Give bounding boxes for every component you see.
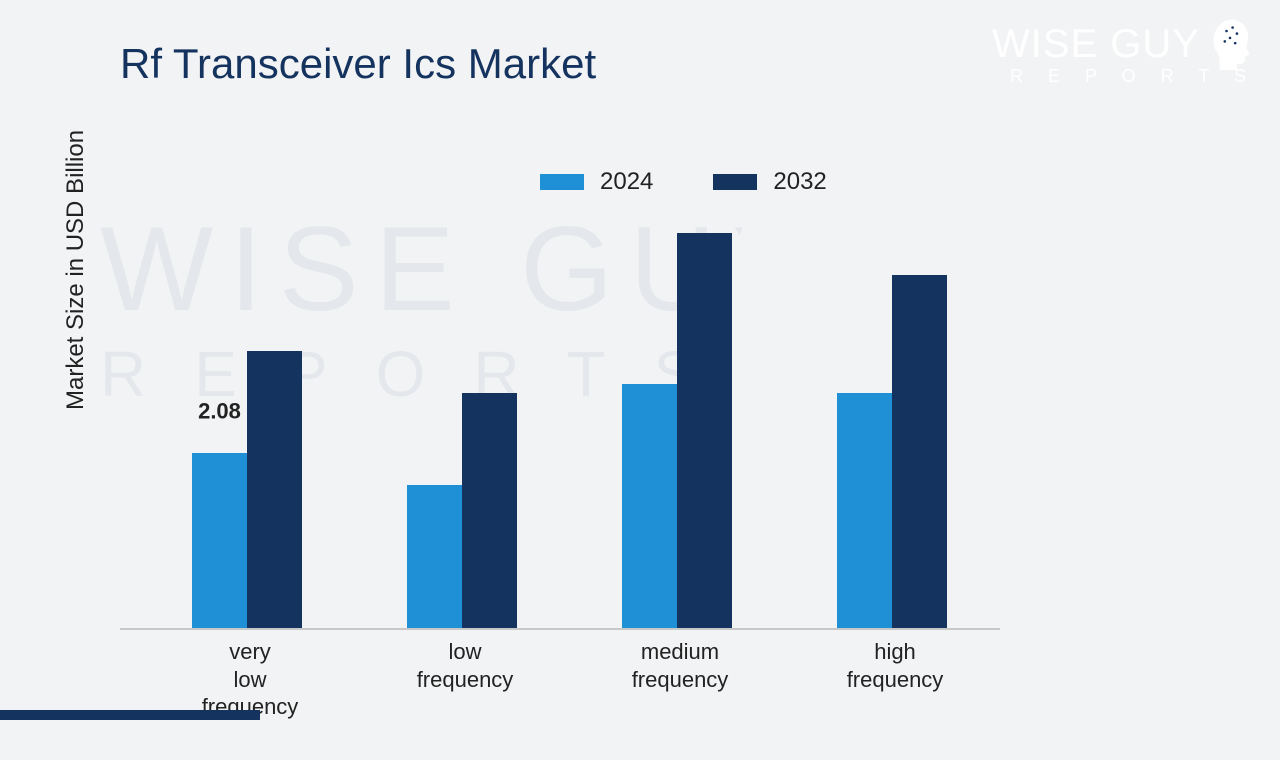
- bar: [462, 393, 517, 628]
- legend-swatch-2032: [713, 174, 757, 190]
- bar: [892, 275, 947, 628]
- bar-group: 2.08very low frequency: [180, 210, 320, 630]
- legend-item-2032: 2032: [713, 168, 826, 196]
- plot-area: 2.08very low frequency low frequency mediu…: [120, 210, 1000, 630]
- logo-head-icon: [1204, 18, 1256, 70]
- category-label: high frequency: [847, 638, 944, 693]
- bar-group: low frequency: [395, 210, 535, 630]
- category-label: low frequency: [417, 638, 514, 693]
- chart-canvas: WISE GUY REPORTS WISE GUY R E P O R T S …: [0, 0, 1280, 720]
- chart-title: Rf Transceiver Ics Market: [120, 40, 596, 88]
- logo-main-text: WISE GUY: [992, 22, 1200, 67]
- bar: [677, 233, 732, 628]
- legend-label-2032: 2032: [773, 168, 826, 196]
- y-axis-label: Market Size in USD Billion: [62, 130, 90, 410]
- bar: [622, 384, 677, 628]
- legend-label-2024: 2024: [600, 168, 653, 196]
- right-brand-panel: [970, 0, 1280, 720]
- bar-group: high frequency: [825, 210, 965, 630]
- bar-group: medium frequency: [610, 210, 750, 630]
- bottom-accent-bar: [0, 710, 260, 720]
- category-label: very low frequency: [202, 638, 299, 721]
- bar-value-label: 2.08: [198, 399, 241, 425]
- category-label: medium frequency: [632, 638, 729, 693]
- legend-swatch-2024: [540, 174, 584, 190]
- bar: [407, 485, 462, 628]
- legend-item-2024: 2024: [540, 168, 653, 196]
- bar: [192, 453, 247, 628]
- bar: [247, 351, 302, 628]
- legend: 2024 2032: [540, 168, 827, 196]
- bar: [837, 393, 892, 628]
- brand-logo: WISE GUY R E P O R T S: [992, 18, 1256, 87]
